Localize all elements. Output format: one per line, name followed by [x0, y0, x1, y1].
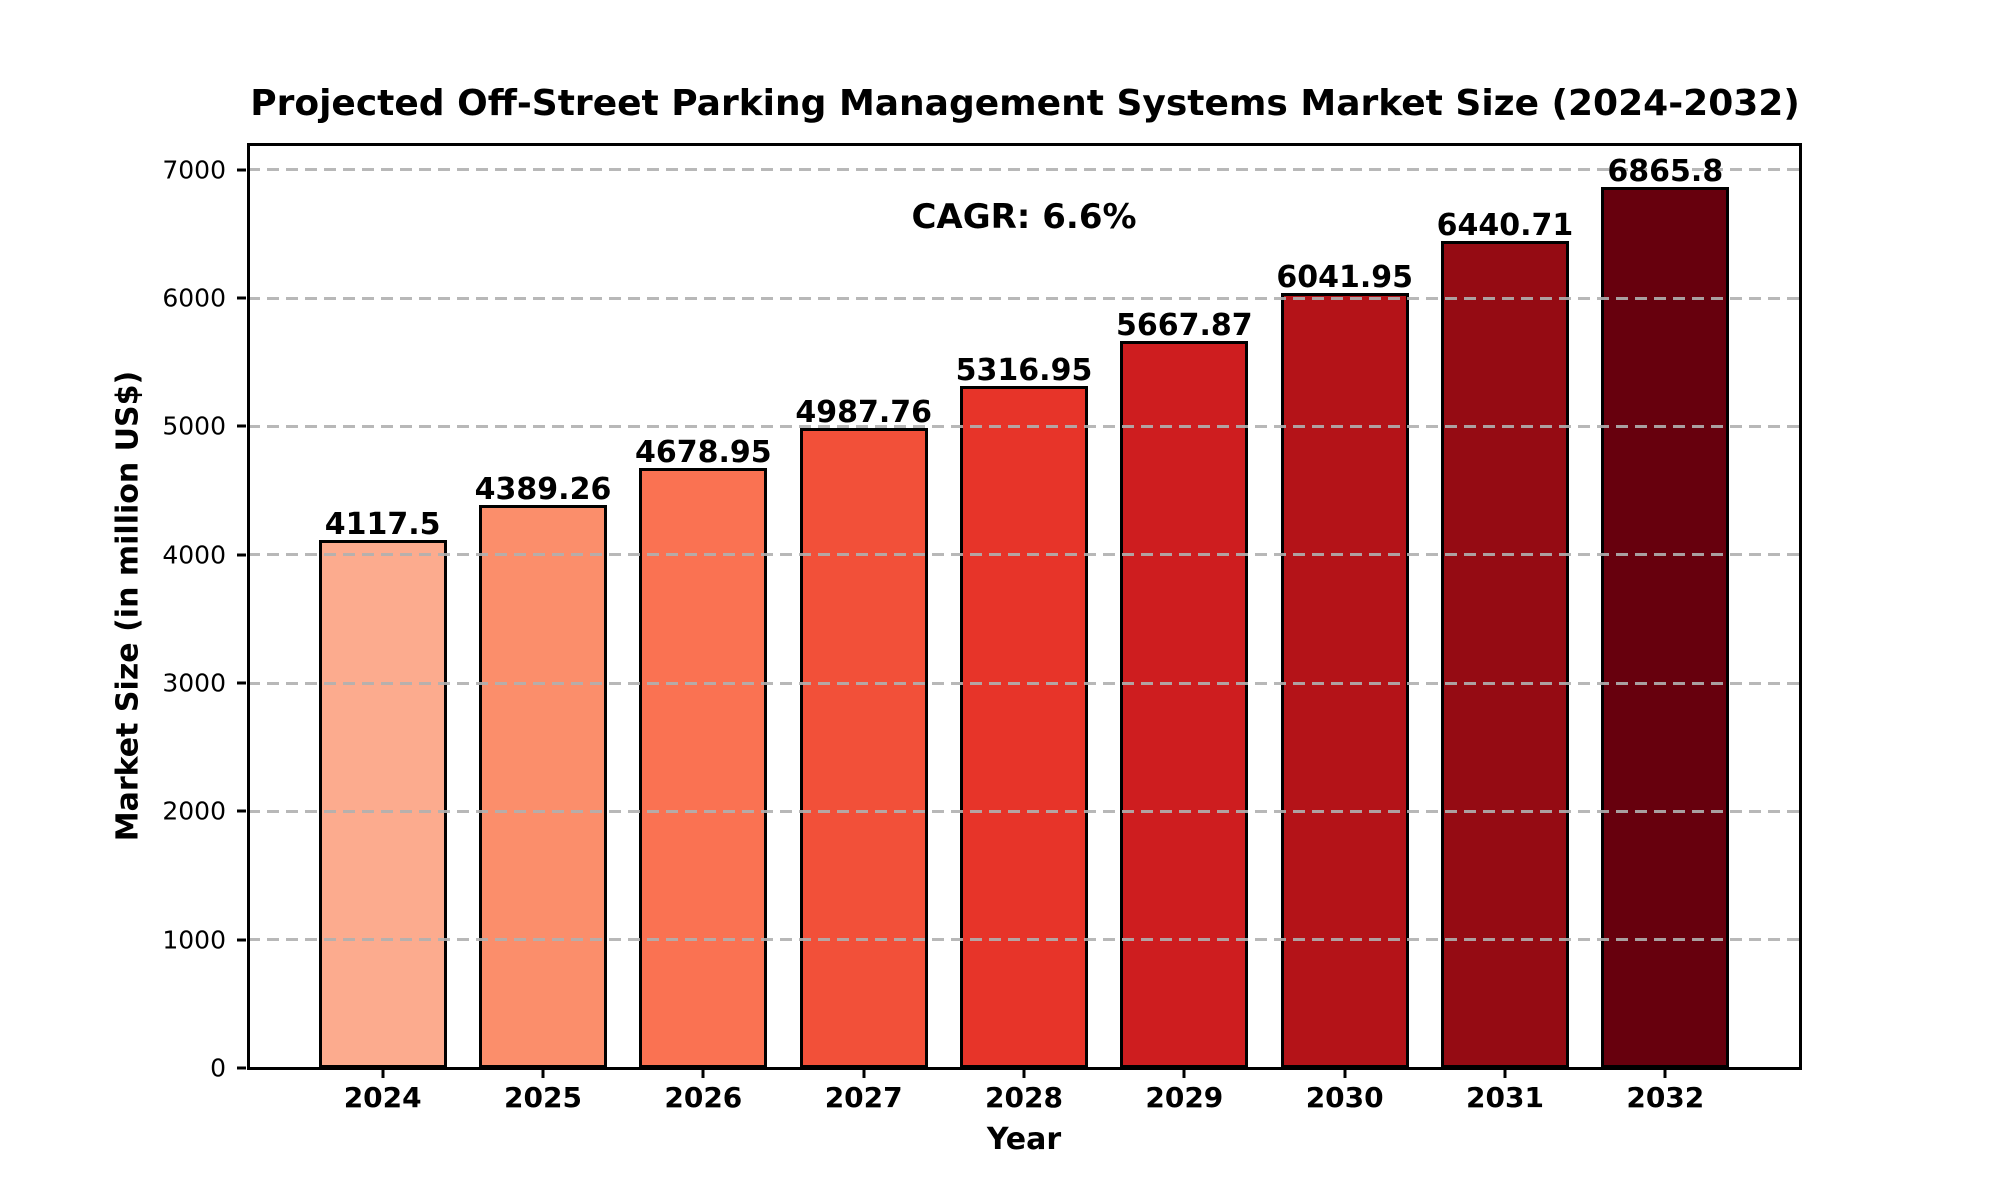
x-tick-mark-2028 [1022, 1069, 1026, 1078]
x-tick-mark-2032 [1663, 1069, 1667, 1078]
y-tick-mark-0 [237, 1066, 246, 1070]
bar-2030 [1280, 292, 1409, 1068]
plot-area: 4117.5 4389.26 4678.95 4987.76 5316.95 5667.8… [162, 142, 1802, 1157]
bar-2025 [478, 504, 608, 1068]
y-tick-label-5000: 5000 [162, 411, 226, 441]
bar-2029 [1120, 340, 1249, 1068]
x-axis-label: Year [986, 1122, 1062, 1157]
y-tick-label-6000: 6000 [162, 283, 226, 313]
bar-value-label-2030: 6041.95 [1276, 259, 1413, 295]
bar-value-label-2027: 4987.76 [795, 394, 932, 430]
x-tick-label-2024: 2024 [343, 1081, 422, 1114]
bar-value-label-2032: 6865.8 [1607, 153, 1724, 189]
x-tick-label-2032: 2032 [1626, 1081, 1705, 1114]
bar-2024 [318, 539, 447, 1068]
gridline-1000 [248, 938, 1800, 942]
x-tick-label-2030: 2030 [1305, 1081, 1384, 1114]
y-tick-label-7000: 7000 [162, 155, 226, 185]
x-tick-mark-2026 [701, 1069, 705, 1078]
y-tick-label-3000: 3000 [162, 668, 226, 698]
gridline-5000 [248, 424, 1800, 428]
y-axis-label: Market Size (in million US$) [110, 370, 146, 842]
chart-title: Projected Off-Street Parking Management … [250, 83, 1800, 124]
cagr-annotation: CAGR: 6.6% [911, 197, 1137, 237]
y-tick-mark-5000 [237, 424, 246, 428]
y-tick-label-0: 0 [210, 1053, 226, 1083]
x-tick-label-2031: 2031 [1466, 1081, 1544, 1114]
y-tick-mark-1000 [237, 938, 246, 942]
gridline-7000 [248, 168, 1800, 172]
x-tick-mark-2024 [381, 1069, 385, 1078]
bar-2026 [639, 467, 768, 1068]
y-tick-label-2000: 2000 [162, 796, 226, 826]
x-tick-mark-2031 [1503, 1069, 1507, 1078]
bar-value-label-2025: 4389.26 [474, 471, 612, 507]
x-tick-label-2025: 2025 [504, 1081, 582, 1114]
bar-2028 [959, 385, 1089, 1068]
bar-value-label-2031: 6440.71 [1436, 208, 1574, 244]
bar-2031 [1440, 241, 1570, 1068]
x-tick-label-2029: 2029 [1145, 1081, 1224, 1114]
x-tick-label-2028: 2028 [985, 1081, 1063, 1114]
bar-value-label-2028: 5316.95 [955, 352, 1093, 388]
bar-value-label-2024: 4117.5 [324, 506, 441, 542]
x-tick-mark-2030 [1343, 1069, 1347, 1078]
bar-2027 [799, 427, 928, 1068]
y-tick-mark-4000 [237, 553, 246, 557]
y-tick-mark-3000 [237, 681, 246, 685]
gridline-6000 [248, 296, 1800, 300]
y-tick-label-4000: 4000 [162, 540, 226, 570]
y-tick-mark-2000 [237, 809, 246, 813]
y-tick-label-1000: 1000 [162, 925, 226, 955]
bar-value-label-2029: 5667.87 [1116, 307, 1253, 343]
x-tick-mark-2029 [1182, 1069, 1186, 1078]
x-tick-label-2026: 2026 [664, 1081, 743, 1114]
bar-value-label-2026: 4678.95 [635, 434, 772, 470]
bar-2032 [1601, 186, 1730, 1068]
y-tick-mark-6000 [237, 296, 246, 300]
x-tick-mark-2027 [862, 1069, 866, 1078]
gridline-3000 [248, 681, 1800, 685]
x-tick-label-2027: 2027 [824, 1081, 903, 1114]
gridline-2000 [248, 809, 1800, 813]
gridline-4000 [248, 553, 1800, 557]
y-tick-mark-7000 [237, 168, 246, 172]
x-tick-mark-2025 [541, 1069, 545, 1078]
